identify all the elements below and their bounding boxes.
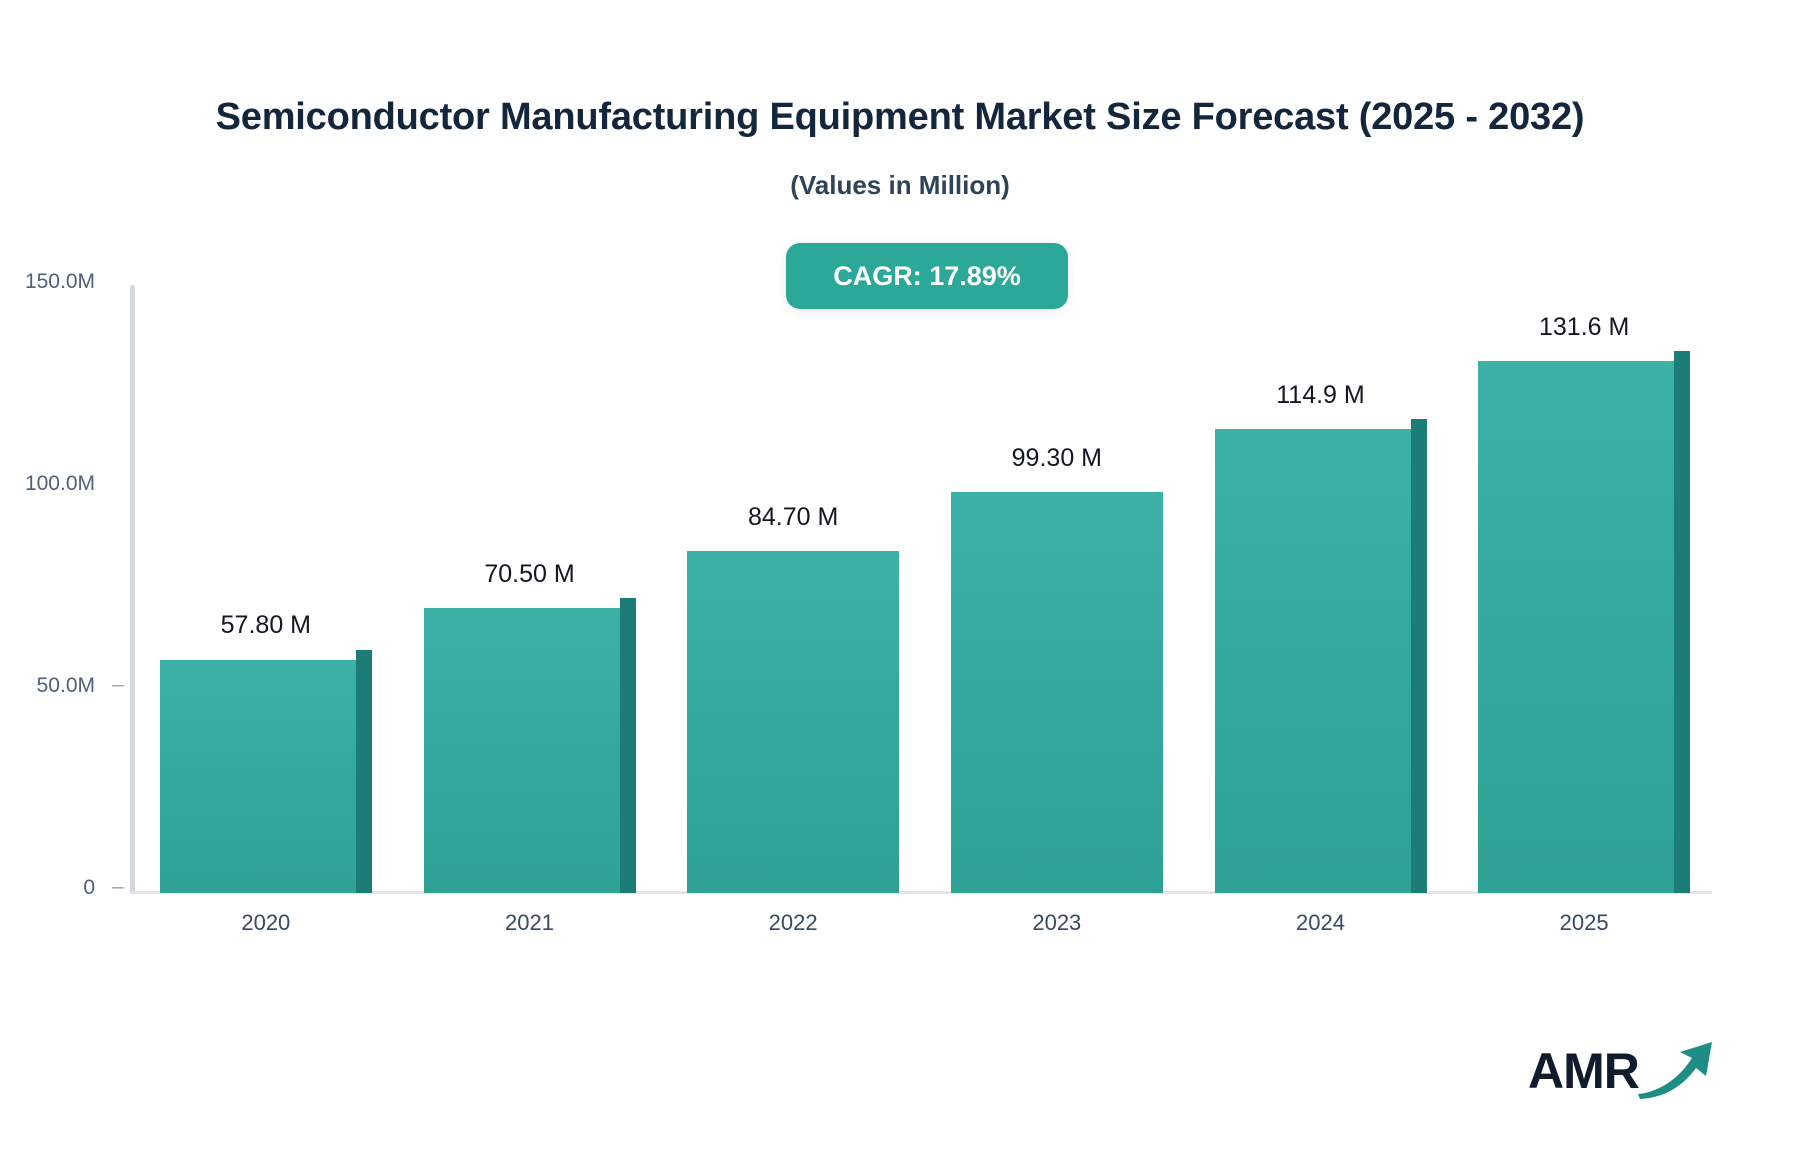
x-axis-tick-label: 2025 xyxy=(1559,910,1609,935)
cagr-badge: CAGR: 17.89% xyxy=(786,243,1068,309)
bar-depth-edge xyxy=(355,649,372,893)
bar[interactable] xyxy=(159,649,372,893)
cagr-badge-label: CAGR: 17.89% xyxy=(833,260,1021,291)
plot-area xyxy=(130,285,1712,893)
y-axis-line xyxy=(130,285,135,893)
x-axis-tick-label: 2022 xyxy=(768,910,818,935)
bar[interactable] xyxy=(687,550,900,893)
bar-depth-edge xyxy=(1410,418,1427,893)
bar-value-label: 70.50 M xyxy=(484,560,575,589)
y-axis-tick-mark: – xyxy=(112,673,124,696)
y-axis-tick-mark: – xyxy=(112,875,124,898)
y-axis-tick-label: 0 xyxy=(83,876,95,899)
x-axis-tick-label: 2024 xyxy=(1296,910,1345,935)
bar-value-label: 114.9 M xyxy=(1276,380,1365,409)
x-axis-tick-label: 2021 xyxy=(505,910,554,935)
bar-face xyxy=(687,550,900,893)
growth-arrow-icon xyxy=(1638,1042,1712,1099)
amr-logo: AMR xyxy=(1528,1038,1718,1112)
bar-face xyxy=(1478,361,1675,893)
bar-face xyxy=(1214,428,1411,893)
bar-value-label: 131.6 M xyxy=(1538,313,1630,342)
bar[interactable] xyxy=(423,598,636,893)
bar-depth-edge xyxy=(1674,351,1691,893)
logo-text: AMR xyxy=(1528,1043,1640,1099)
page-title: Semiconductor Manufacturing Equipment Ma… xyxy=(215,96,1585,138)
bar-face xyxy=(950,491,1163,893)
bar-face xyxy=(423,608,620,893)
bar-value-label: 84.70 M xyxy=(747,502,839,531)
bar-value-label: 99.30 M xyxy=(1011,443,1102,472)
bar[interactable] xyxy=(1478,351,1691,893)
x-axis-line xyxy=(130,891,1712,894)
bar-depth-edge xyxy=(619,598,636,893)
bar-value-label: 57.80 M xyxy=(220,611,311,640)
bar-face xyxy=(159,659,356,893)
chart-subtitle: (Values in Million) xyxy=(790,170,1010,200)
bar[interactable] xyxy=(950,491,1163,893)
bar[interactable] xyxy=(1214,418,1427,893)
y-axis-tick-label: 150.0M xyxy=(24,270,95,293)
y-axis-tick-label: 100.0M xyxy=(24,472,95,495)
y-axis-tick-label: 50.0M xyxy=(36,674,95,697)
x-axis-tick-label: 2023 xyxy=(1032,910,1082,935)
x-axis-tick-label: 2020 xyxy=(241,910,291,935)
